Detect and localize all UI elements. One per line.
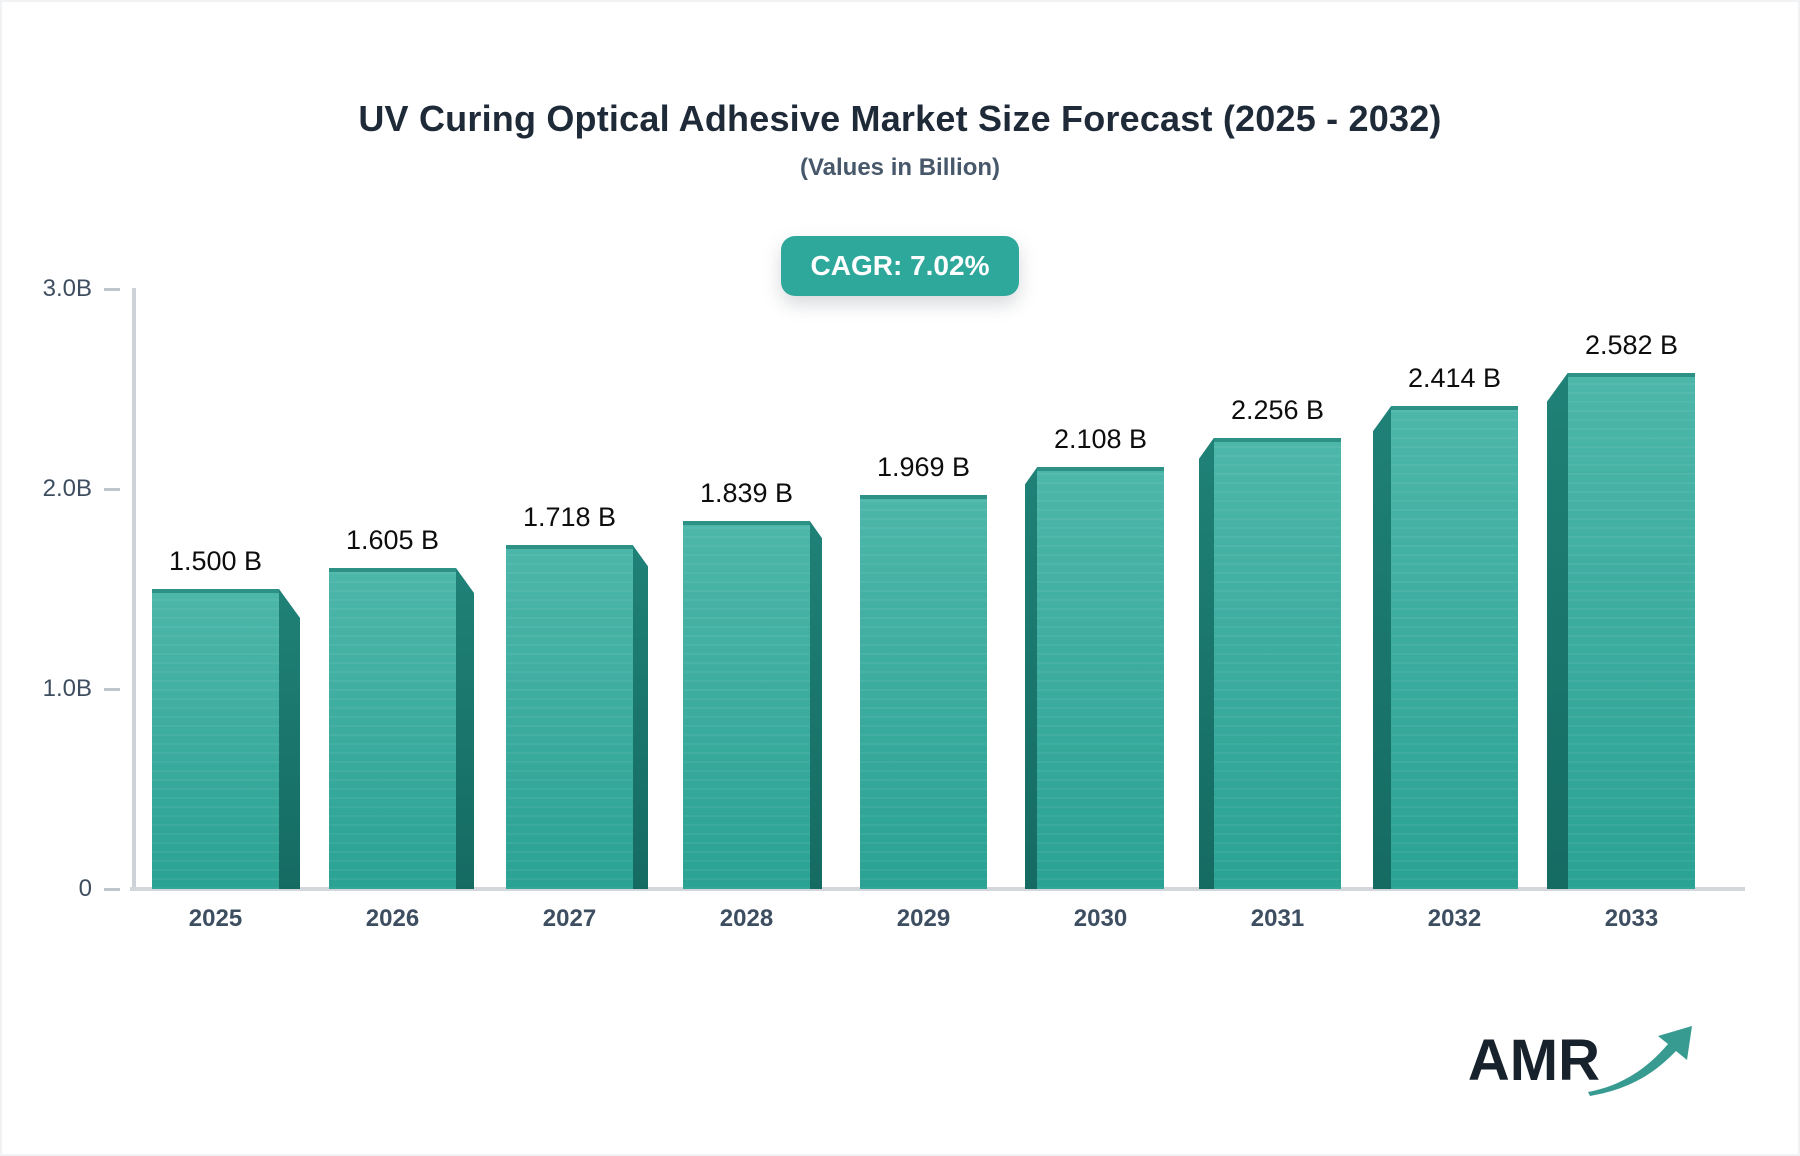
y-tick-dash — [104, 687, 120, 691]
amr-logo-text: AMR — [1467, 1027, 1600, 1093]
bar-texture — [1568, 376, 1695, 889]
bar-side-face — [810, 521, 822, 889]
bar-value-label: 2.256 B — [1230, 394, 1325, 425]
y-tick-dash — [104, 487, 120, 491]
bar — [506, 545, 633, 889]
bar-side-face — [279, 589, 300, 889]
bar-value-label: 1.718 B — [522, 502, 617, 533]
y-tick-dash — [104, 887, 120, 891]
bar-texture — [506, 549, 633, 889]
bar — [1037, 467, 1164, 889]
x-axis-label: 2028 — [719, 905, 774, 932]
bar-texture — [1214, 441, 1341, 889]
chart-subtitle: (Values in Billion) — [799, 154, 1001, 181]
bar-texture — [683, 525, 810, 889]
bar-side-face — [1199, 437, 1214, 889]
x-axis-label: 2029 — [896, 905, 951, 932]
bar-value-label: 1.839 B — [699, 478, 794, 509]
bar-texture — [152, 593, 279, 889]
y-tick-label: 0 — [78, 875, 92, 902]
y-tick-dash — [104, 287, 120, 291]
amr-logo: AMR — [1468, 1024, 1698, 1096]
bar-value-label: 2.108 B — [1053, 424, 1148, 455]
x-axis-label: 2026 — [365, 905, 420, 932]
y-axis-line — [132, 288, 136, 891]
bar-side-face — [1025, 467, 1037, 889]
x-axis-label: 2027 — [542, 905, 597, 932]
bar-texture — [1037, 471, 1164, 889]
x-axis-line — [130, 887, 1745, 891]
bar-texture — [860, 499, 987, 889]
bar-value-label: 2.582 B — [1584, 329, 1679, 360]
bar-side-face — [1547, 372, 1568, 889]
x-axis-label: 2032 — [1427, 905, 1482, 932]
y-tick-label: 1.0B — [42, 675, 92, 702]
x-axis-label: 2025 — [188, 905, 243, 932]
bar — [683, 521, 810, 889]
bar — [329, 568, 456, 889]
x-axis-label: 2033 — [1604, 905, 1659, 932]
bar — [1391, 406, 1518, 889]
chart-title: UV Curing Optical Adhesive Market Size F… — [358, 98, 1442, 139]
chart-header: UV Curing Optical Adhesive Market Size F… — [2, 98, 1798, 296]
bar-side-face — [633, 545, 648, 889]
x-axis-label: 2030 — [1073, 905, 1128, 932]
bar-value-label: 1.500 B — [168, 546, 263, 576]
bar-value-label: 2.414 B — [1407, 363, 1502, 394]
bar-value-label: 1.605 B — [345, 525, 440, 555]
bar-texture — [329, 572, 456, 889]
bar — [1568, 372, 1695, 889]
bar — [1214, 437, 1341, 889]
bar — [152, 589, 279, 889]
bar-side-face — [456, 568, 474, 889]
trend-arrow-icon — [1588, 1026, 1692, 1096]
bar-value-label: 1.969 B — [876, 452, 971, 483]
bar-side-face — [1373, 406, 1391, 889]
bar — [860, 495, 987, 889]
y-tick-label: 3.0B — [42, 275, 92, 302]
y-tick-label: 2.0B — [42, 475, 92, 502]
bar-texture — [1391, 410, 1518, 889]
x-axis-label: 2031 — [1250, 905, 1305, 932]
cagr-badge: CAGR: 7.02% — [780, 236, 1020, 296]
